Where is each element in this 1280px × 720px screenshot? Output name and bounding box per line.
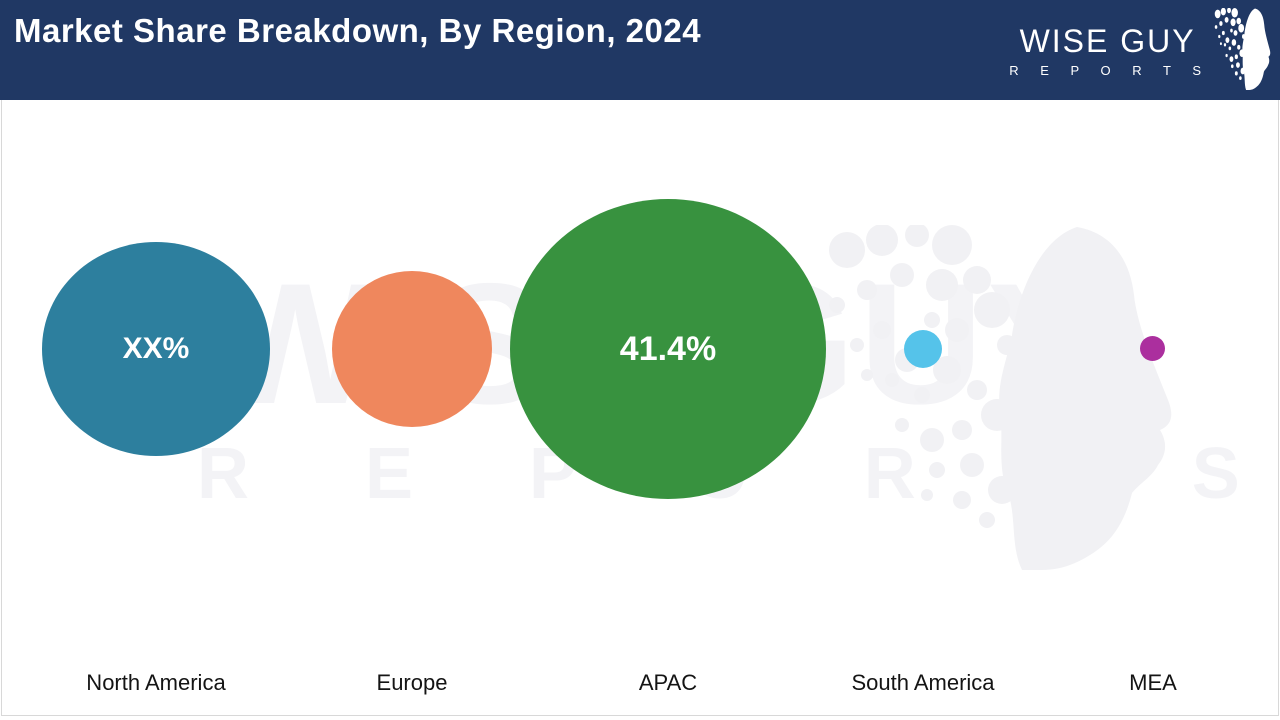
brand-name: WISE GUY	[1019, 22, 1196, 59]
category-label-south-america: South America	[851, 670, 995, 695]
category-label-mea: MEA	[1129, 670, 1177, 695]
bubble-europe	[332, 271, 492, 427]
bubble-mea	[1140, 336, 1165, 361]
header-bar: Market Share Breakdown, By Region, 2024 …	[0, 0, 1280, 100]
watermark-head-icon	[829, 225, 1172, 570]
chart-area: WISE GUY R E P O R T S XX%	[1, 100, 1279, 716]
bubble-value-label: 41.4%	[619, 329, 717, 368]
brand-head-icon	[1214, 8, 1271, 90]
bubble-north-america: XX%	[42, 242, 270, 456]
brand-logo-text: WISE GUY R E P O R T S	[1005, 20, 1210, 78]
bubble-apac: 41.4%	[510, 199, 826, 499]
bubble-south-america	[904, 330, 942, 368]
category-label-apac: APAC	[638, 670, 698, 695]
brand-tagline: R E P O R T S	[1009, 63, 1210, 79]
category-label-europe: Europe	[376, 670, 448, 695]
bubble-value-label: XX%	[122, 332, 190, 365]
category-label-north-america: North America	[86, 670, 226, 695]
brand-logo: WISE GUY R E P O R T S	[1005, 8, 1272, 90]
page-title: Market Share Breakdown, By Region, 2024	[14, 12, 702, 49]
